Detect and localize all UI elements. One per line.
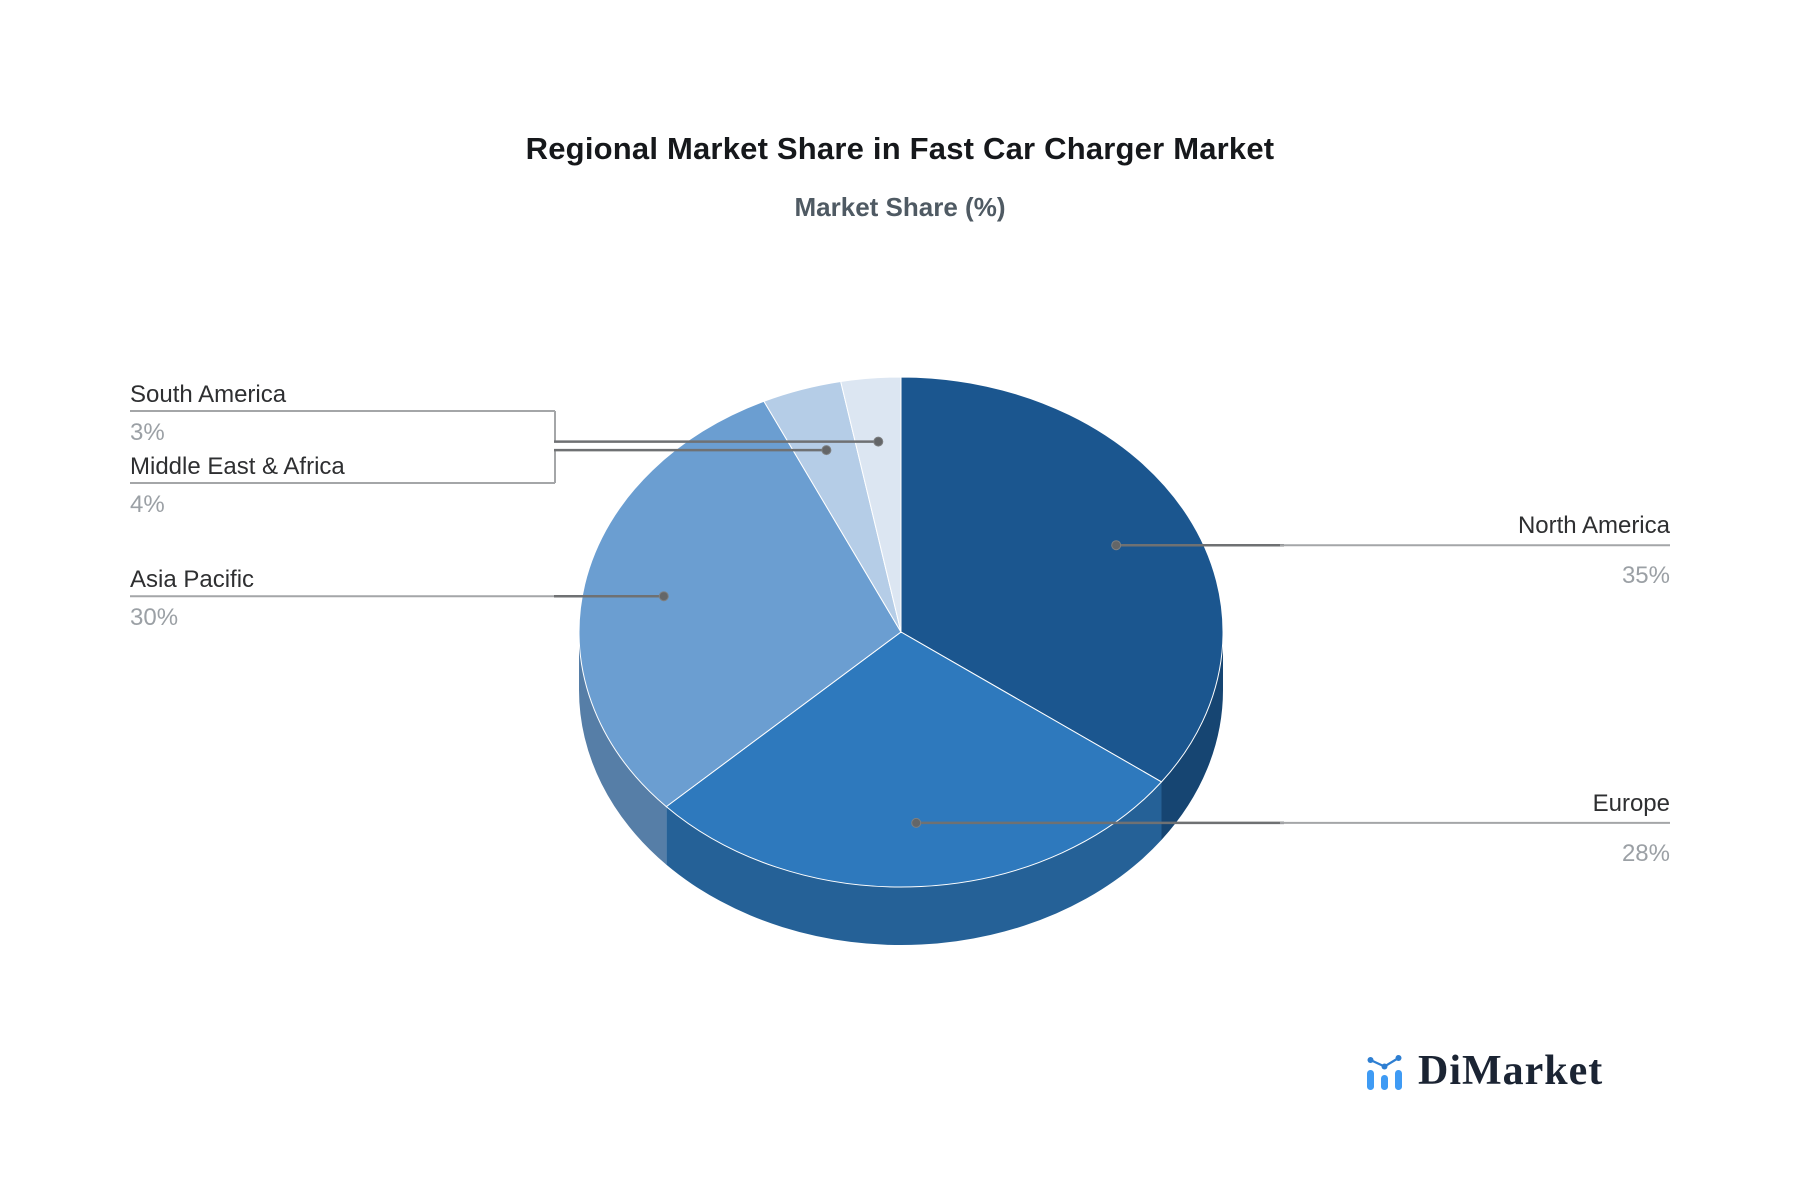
slice-label: Europe [1593, 790, 1670, 817]
chart-title: Regional Market Share in Fast Car Charge… [525, 131, 1275, 166]
logo-dot-left [1367, 1057, 1374, 1063]
callout-dot [911, 817, 922, 828]
slice-percent: 28% [1622, 840, 1670, 867]
callout-dot [1111, 540, 1122, 551]
slice-percent: 35% [1622, 562, 1670, 589]
slice-percent: 30% [130, 604, 178, 631]
logo-bar-left [1367, 1070, 1374, 1090]
callout-dot [821, 445, 832, 456]
brand-logo: DiMarket [1364, 1044, 1603, 1092]
slice-label: Middle East & Africa [130, 453, 345, 480]
pie-sides [579, 632, 1224, 946]
slice-label: South America [130, 381, 287, 408]
slice-label: North America [1518, 512, 1671, 539]
logo-bar-middle [1381, 1075, 1388, 1090]
logo-dot-middle [1381, 1063, 1388, 1070]
pie-slice-side-north-america [1161, 632, 1224, 840]
logo-text: DiMarket [1418, 1048, 1604, 1094]
pie-tops [578, 376, 1224, 888]
slice-percent: 3% [130, 419, 165, 446]
logo-chart-icon [1367, 1055, 1402, 1090]
slice-percent: 4% [130, 491, 165, 518]
slice-label: Asia Pacific [130, 566, 254, 593]
chart-subtitle: Market Share (%) [794, 192, 1006, 222]
callout-lines [130, 410, 1670, 828]
logo-bar-right [1395, 1070, 1402, 1090]
pie-slice-asia-pacific[interactable] [578, 400, 902, 808]
callout-labels: North America 35% Europe 28% Asia Pacific 30%… [130, 381, 1671, 867]
pie-slice-north-america[interactable] [900, 376, 1224, 783]
callout-dot [873, 436, 884, 447]
callout-dot [658, 591, 669, 602]
pie-slice-side-asia-pacific [579, 632, 667, 865]
pie-slice-side-europe [666, 781, 1162, 946]
logo-dot-right [1395, 1055, 1402, 1061]
